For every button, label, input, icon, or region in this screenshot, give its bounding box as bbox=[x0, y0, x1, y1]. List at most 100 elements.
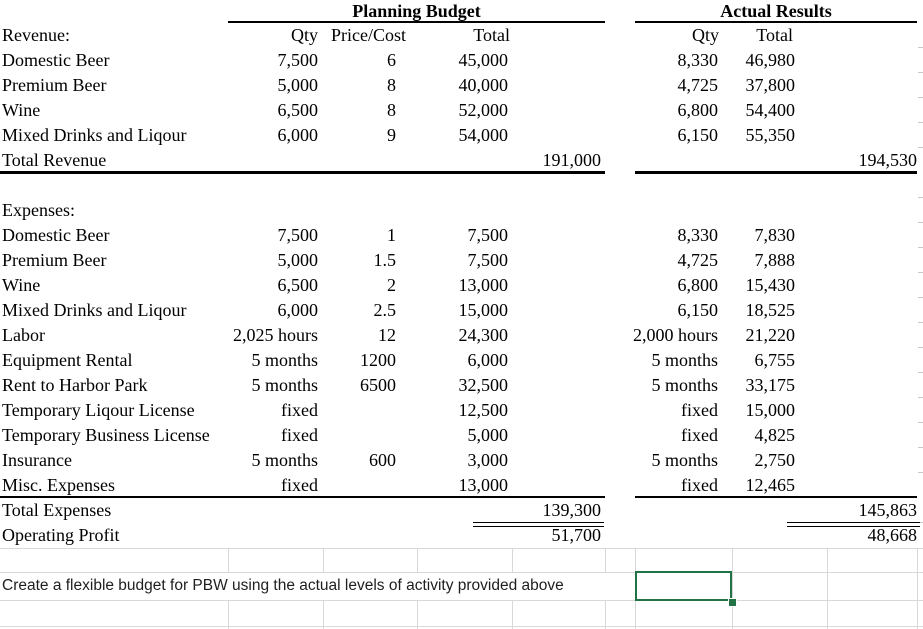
label-cell: Insurance bbox=[2, 450, 72, 470]
price-cell: 600 bbox=[369, 450, 396, 470]
total-revenue-border-left bbox=[0, 171, 605, 174]
gridline bbox=[918, 122, 923, 123]
a-total-cell: 33,175 bbox=[745, 375, 796, 395]
double-rule bbox=[787, 521, 920, 523]
a-total-cell: 12,465 bbox=[745, 475, 796, 495]
price-cell: 12 bbox=[378, 325, 396, 345]
a-total-cell: 2,750 bbox=[754, 450, 796, 470]
revenue-section-label: Revenue: bbox=[2, 25, 70, 45]
a-total-cell: 15,000 bbox=[745, 400, 796, 420]
gridline bbox=[323, 548, 324, 572]
gridline bbox=[417, 600, 418, 629]
actual-title-underline bbox=[635, 21, 917, 23]
table-row: Insurance 5 months 600 3,000 5 months 2,750 bbox=[0, 448, 923, 473]
table-row: Labor 2,025 hours 12 24,300 2,000 hours 21,22… bbox=[0, 323, 923, 348]
table-row: Wine 6,500 8 52,000 6,800 54,400 bbox=[0, 98, 923, 123]
total-cell: 15,000 bbox=[458, 300, 509, 320]
qty-cell: 5,000 bbox=[277, 250, 319, 270]
total-expenses-label: Total Expenses bbox=[2, 500, 112, 520]
gridline bbox=[918, 297, 923, 298]
table-row: Misc. Expenses fixed 13,000 fixed 12,465 bbox=[0, 473, 923, 498]
label-cell: Premium Beer bbox=[2, 75, 107, 95]
selected-cell[interactable] bbox=[635, 571, 732, 601]
operating-profit-row: Operating Profit 51,700 48,668 bbox=[0, 523, 923, 548]
a-qty-cell: 8,330 bbox=[677, 50, 719, 70]
gridline bbox=[0, 548, 923, 549]
gridline bbox=[918, 97, 923, 98]
label-cell: Premium Beer bbox=[2, 250, 107, 270]
gridline bbox=[918, 272, 923, 273]
price-cell: 2 bbox=[387, 275, 396, 295]
total-cell: 52,000 bbox=[458, 100, 509, 120]
gridline bbox=[918, 72, 923, 73]
table-row: Mixed Drinks and Liqour 6,000 2.5 15,000 6,1… bbox=[0, 298, 923, 323]
gridline bbox=[605, 600, 606, 629]
total-cell: 13,000 bbox=[458, 475, 509, 495]
gridline bbox=[827, 572, 828, 600]
gridline bbox=[917, 600, 918, 629]
label-cell: Misc. Expenses bbox=[2, 475, 115, 495]
a-total-cell: 7,888 bbox=[754, 250, 796, 270]
price-cell: 8 bbox=[387, 100, 396, 120]
label-cell: Mixed Drinks and Liqour bbox=[2, 300, 187, 320]
operating-profit-planning-value: 51,700 bbox=[551, 525, 602, 545]
table-row: Mixed Drinks and Liqour 6,000 9 54,000 6,150… bbox=[0, 123, 923, 148]
gridline bbox=[918, 322, 923, 323]
actual-qty-header: Qty bbox=[692, 25, 719, 45]
label-cell: Temporary Liqour License bbox=[2, 400, 195, 420]
price-cell: 2.5 bbox=[373, 300, 397, 320]
total-header: Total bbox=[473, 25, 510, 45]
total-cell: 12,500 bbox=[458, 400, 509, 420]
a-total-cell: 37,800 bbox=[745, 75, 796, 95]
a-total-cell: 55,350 bbox=[745, 125, 796, 145]
qty-cell: 6,000 bbox=[277, 300, 319, 320]
table-row: Temporary Business License fixed 5,000 fixe… bbox=[0, 423, 923, 448]
price-cell: 6500 bbox=[360, 375, 396, 395]
gridline bbox=[512, 548, 513, 572]
qty-cell: 7,500 bbox=[277, 50, 319, 70]
a-total-cell: 18,525 bbox=[745, 300, 796, 320]
gridline bbox=[635, 548, 636, 572]
a-total-cell: 46,980 bbox=[745, 50, 796, 70]
gridline bbox=[918, 47, 923, 48]
a-qty-cell: 5 months bbox=[651, 375, 718, 395]
gridline bbox=[918, 347, 923, 348]
instruction-cell[interactable]: Create a flexible budget for PBW using t… bbox=[2, 577, 564, 594]
qty-cell: fixed bbox=[281, 400, 318, 420]
table-row: Domestic Beer 7,500 1 7,500 8,330 7,830 bbox=[0, 223, 923, 248]
a-qty-cell: 2,000 hours bbox=[633, 325, 718, 345]
total-cell: 32,500 bbox=[458, 375, 509, 395]
a-qty-cell: fixed bbox=[681, 425, 718, 445]
total-revenue-planning-value: 191,000 bbox=[542, 150, 602, 170]
total-cell: 7,500 bbox=[467, 250, 509, 270]
a-qty-cell: 5 months bbox=[651, 450, 718, 470]
label-cell: Domestic Beer bbox=[2, 225, 110, 245]
total-cell: 54,000 bbox=[458, 125, 509, 145]
a-total-cell: 15,430 bbox=[745, 275, 796, 295]
gridline bbox=[918, 522, 923, 523]
total-revenue-row: Total Revenue 191,000 194,530 bbox=[0, 148, 923, 173]
qty-header: Qty bbox=[291, 25, 318, 45]
gridline bbox=[917, 572, 918, 600]
qty-cell: 7,500 bbox=[277, 225, 319, 245]
total-revenue-actual-value: 194,530 bbox=[858, 150, 918, 170]
a-total-cell: 21,220 bbox=[745, 325, 796, 345]
price-cell: 1.5 bbox=[373, 250, 397, 270]
gridline bbox=[918, 447, 923, 448]
qty-cell: 5 months bbox=[251, 450, 318, 470]
gridline bbox=[0, 600, 923, 601]
qty-cell: fixed bbox=[281, 475, 318, 495]
gridline bbox=[635, 600, 636, 629]
fill-handle[interactable] bbox=[728, 598, 737, 607]
gridline bbox=[732, 600, 733, 629]
gridline bbox=[918, 422, 923, 423]
gridline bbox=[732, 572, 733, 600]
gridline bbox=[512, 600, 513, 629]
table-row: Temporary Liqour License fixed 12,500 fixed… bbox=[0, 398, 923, 423]
gridline bbox=[918, 247, 923, 248]
table-row: Wine 6,500 2 13,000 6,800 15,430 bbox=[0, 273, 923, 298]
table-row: Domestic Beer 7,500 6 45,000 8,330 46,980 bbox=[0, 48, 923, 73]
qty-cell: 5 months bbox=[251, 375, 318, 395]
qty-cell: 5 months bbox=[251, 350, 318, 370]
